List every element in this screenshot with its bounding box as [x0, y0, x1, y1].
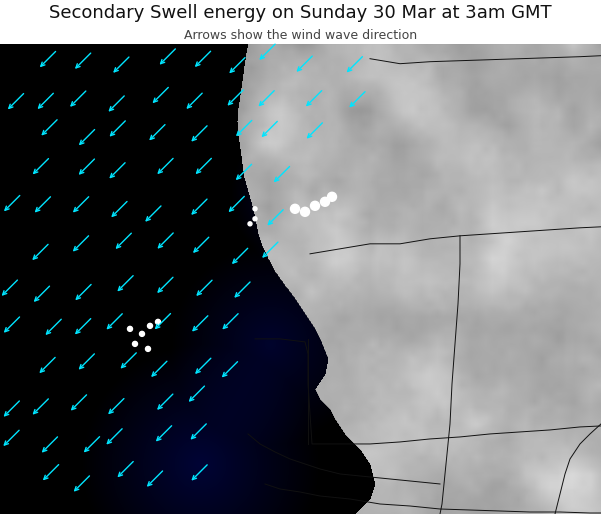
Circle shape	[156, 319, 160, 324]
Circle shape	[311, 201, 320, 210]
Circle shape	[248, 222, 252, 226]
Circle shape	[290, 204, 299, 213]
Circle shape	[147, 323, 153, 328]
Circle shape	[328, 192, 337, 201]
Circle shape	[132, 341, 138, 346]
Circle shape	[320, 197, 329, 206]
Text: Secondary Swell energy on Sunday 30 Mar at 3am GMT: Secondary Swell energy on Sunday 30 Mar …	[49, 4, 552, 22]
Circle shape	[145, 346, 150, 352]
Circle shape	[253, 217, 257, 221]
Circle shape	[300, 207, 310, 216]
Text: Arrows show the wind wave direction: Arrows show the wind wave direction	[184, 29, 417, 42]
Circle shape	[139, 332, 144, 336]
Circle shape	[127, 326, 132, 332]
Circle shape	[253, 207, 257, 211]
